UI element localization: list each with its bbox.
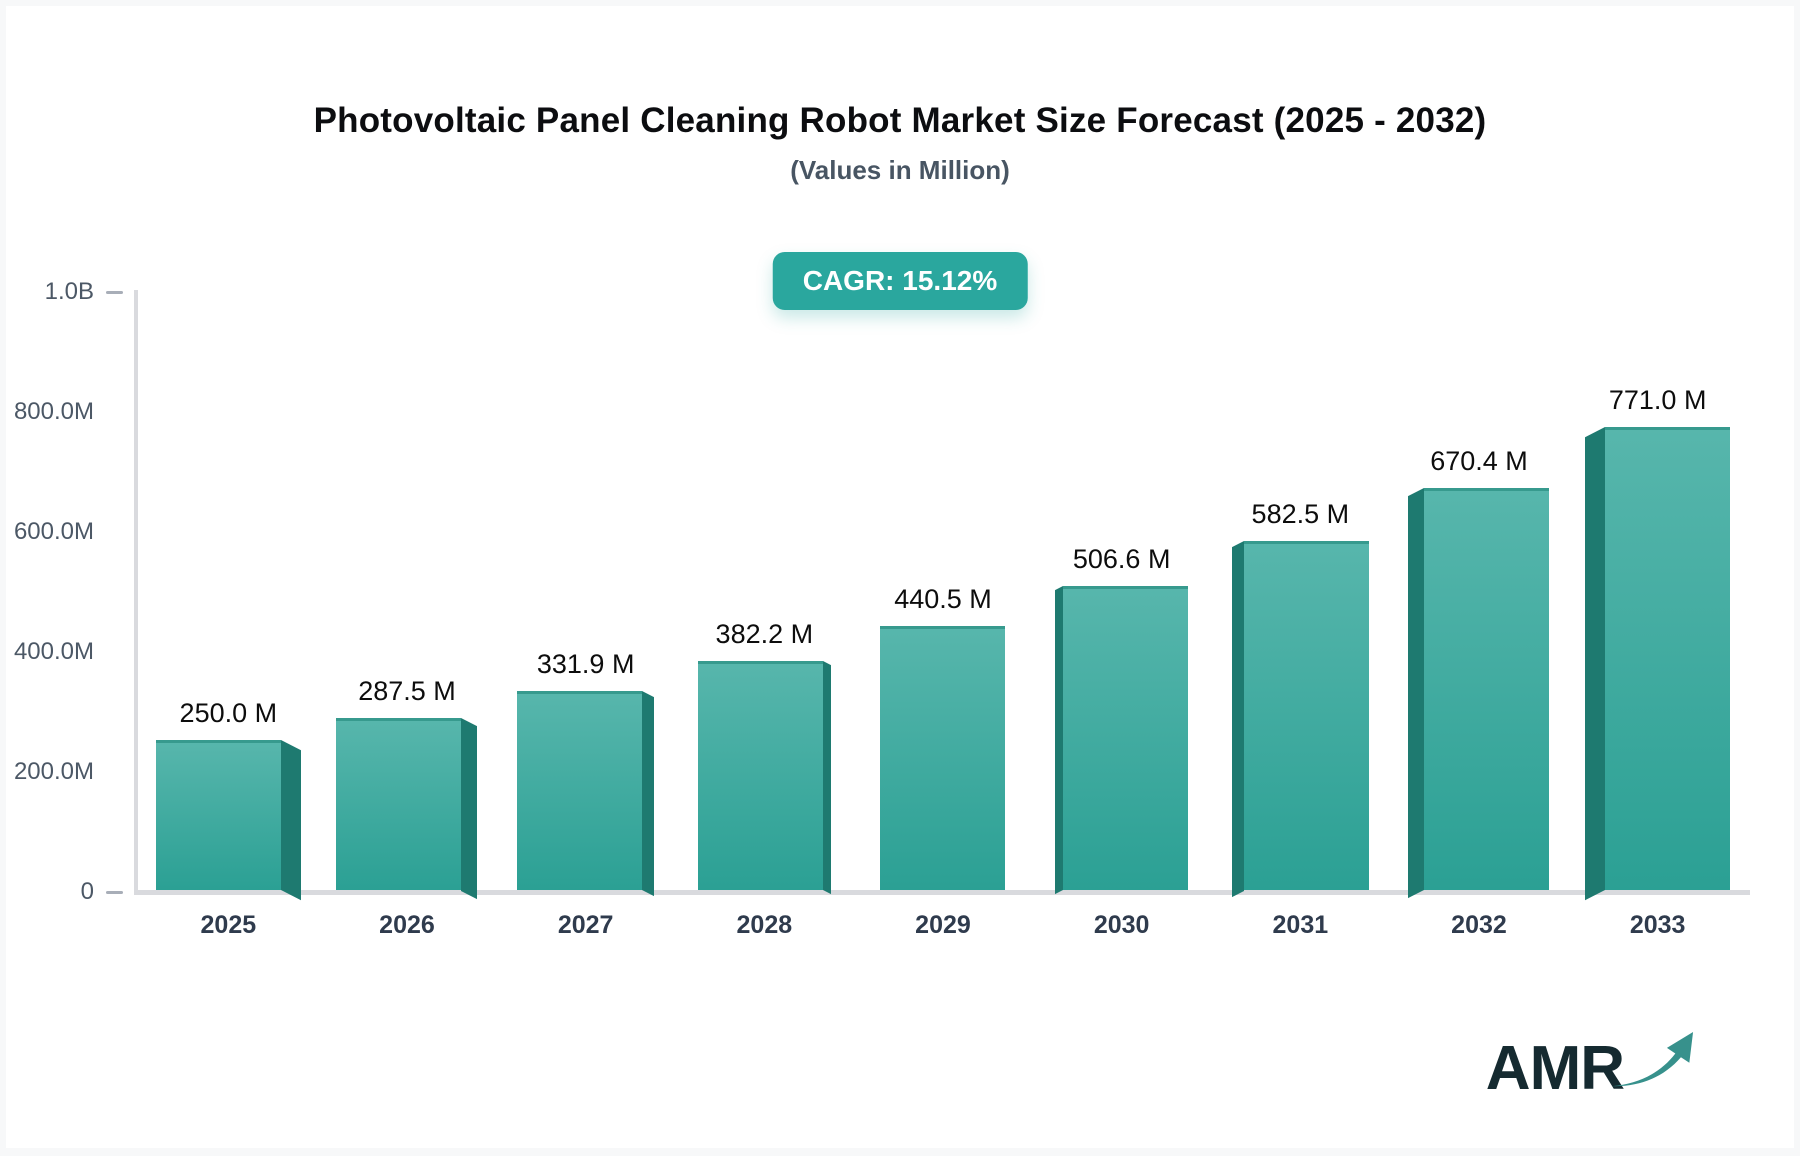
bar-side-face xyxy=(1055,586,1064,895)
x-axis-label: 2031 xyxy=(1272,910,1329,939)
bar-2030 xyxy=(1055,586,1189,895)
bar-front-face xyxy=(336,717,462,890)
y-axis-label: 600.0M xyxy=(13,518,94,545)
bar-2028 xyxy=(697,660,831,895)
bar-side-face xyxy=(280,740,301,901)
bar-2026 xyxy=(336,717,478,899)
growth-arrow-icon xyxy=(1610,1029,1694,1096)
bar-value-label: 287.5 M xyxy=(358,675,456,706)
cagr-badge: CAGR: 15.12% xyxy=(772,252,1028,310)
bar-front-face xyxy=(880,625,1006,890)
bar-column: 250.0 M xyxy=(139,292,318,901)
bar-2027 xyxy=(517,690,655,897)
bar-column: 382.2 M xyxy=(675,292,854,895)
y-axis-label: 1.0B xyxy=(44,278,94,305)
chart-area: 1.0B 800.0M 600.0M 400.0M 200.0M 0 250.0 M 2025… xyxy=(6,6,1794,1148)
bar-2031 xyxy=(1231,540,1369,897)
y-axis-line xyxy=(134,290,138,892)
bar-side-face xyxy=(461,717,478,899)
bar-column: 287.5 M xyxy=(318,292,497,899)
bar-2032 xyxy=(1408,487,1550,899)
bar-2029 xyxy=(880,625,1006,890)
bar-column: 506.6 M xyxy=(1032,292,1211,895)
bar-side-face xyxy=(1231,540,1244,897)
chart-card: Photovoltaic Panel Cleaning Robot Market… xyxy=(6,6,1794,1148)
bar-front-face xyxy=(1243,540,1369,890)
x-axis-label: 2029 xyxy=(915,910,971,939)
y-axis-label: 800.0M xyxy=(13,398,94,425)
x-axis-label: 2028 xyxy=(736,910,793,939)
y-axis-label: 200.0M xyxy=(13,758,94,785)
bar-2033 xyxy=(1585,427,1731,901)
x-axis-label: 2033 xyxy=(1629,910,1686,939)
x-axis-label: 2027 xyxy=(557,910,614,939)
bar-value-label: 506.6 M xyxy=(1072,544,1171,574)
bar-side-face xyxy=(1408,487,1425,899)
x-axis-label: 2026 xyxy=(379,910,435,939)
bar-value-label: 771.0 M xyxy=(1608,385,1707,416)
x-axis-label: 2032 xyxy=(1451,910,1507,939)
bar-front-face xyxy=(1605,427,1731,890)
bar-column: 331.9 M xyxy=(496,292,675,897)
y-axis-tick xyxy=(106,891,123,894)
logo-text: AMR xyxy=(1485,1034,1625,1103)
bar-value-label: 440.5 M xyxy=(894,583,992,614)
bar-column: 582.5 M xyxy=(1211,292,1390,897)
chart-subtitle: (Values in Million) xyxy=(790,155,1010,185)
bar-side-face xyxy=(822,660,831,895)
bar-value-label: 331.9 M xyxy=(536,648,635,679)
bar-value-label: 582.5 M xyxy=(1251,498,1350,529)
bar-front-face xyxy=(517,690,643,890)
bar-2025 xyxy=(155,740,301,901)
x-axis-label: 2025 xyxy=(200,910,257,939)
y-axis-label: 400.0M xyxy=(13,638,94,665)
x-axis-label: 2030 xyxy=(1093,910,1150,939)
bar-front-face xyxy=(1424,487,1550,890)
bar-column: 440.5 M xyxy=(854,292,1033,890)
amr-logo: AMR xyxy=(1486,1029,1694,1100)
bar-value-label: 250.0 M xyxy=(179,698,278,728)
bar-side-face xyxy=(642,690,655,897)
y-axis-tick xyxy=(106,291,123,294)
bar-value-label: 670.4 M xyxy=(1430,445,1528,476)
bar-front-face xyxy=(1063,586,1189,890)
chart-title: Photovoltaic Panel Cleaning Robot Market… xyxy=(313,101,1487,140)
bar-side-face xyxy=(1585,427,1606,901)
bar-front-face xyxy=(155,740,281,890)
bar-column: 771.0 M xyxy=(1568,292,1747,901)
bar-value-label: 382.2 M xyxy=(715,618,814,649)
bar-column: 670.4 M xyxy=(1390,292,1569,899)
x-axis-line xyxy=(134,890,1750,895)
y-axis-label: 0 xyxy=(80,878,94,905)
bar-front-face xyxy=(697,660,823,890)
